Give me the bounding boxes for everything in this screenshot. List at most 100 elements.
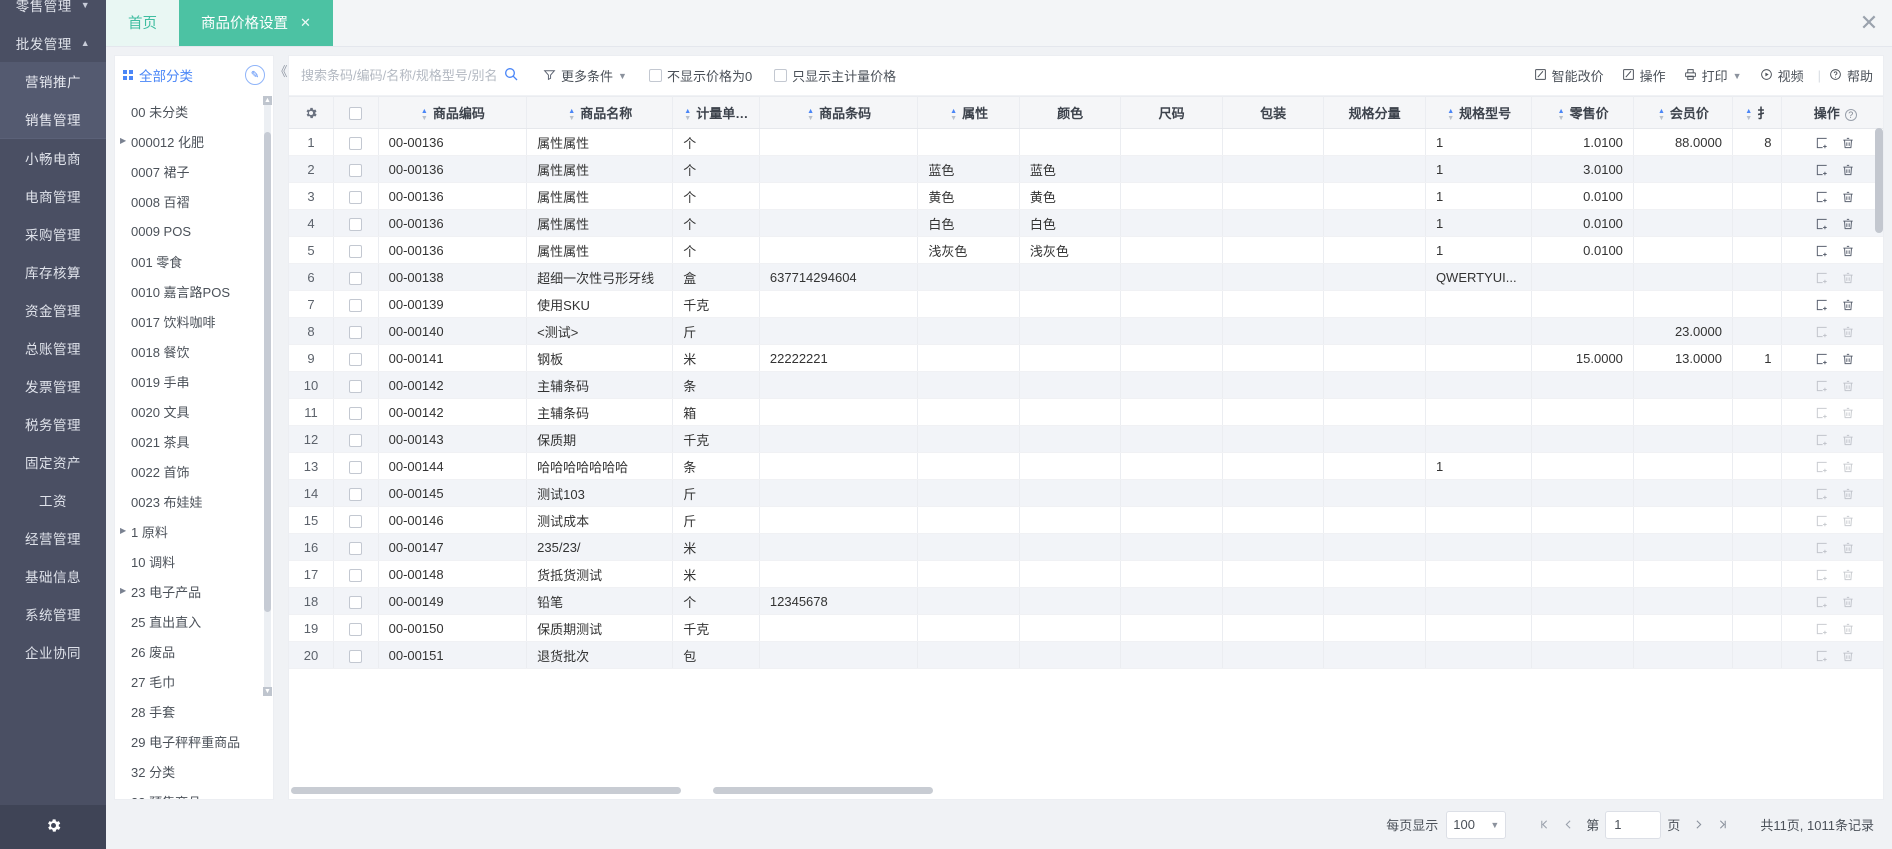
row-checkbox[interactable]: [333, 533, 379, 561]
row-actions[interactable]: [1781, 506, 1883, 534]
row-checkbox[interactable]: [333, 344, 379, 372]
edit-row-button[interactable]: [1809, 647, 1835, 662]
scrollbar-thumb[interactable]: [264, 132, 271, 612]
sort-icon[interactable]: ▲ ▼: [420, 107, 428, 122]
column-header-ops[interactable]: 操作?: [1781, 96, 1883, 129]
row-actions[interactable]: [1781, 587, 1883, 615]
column-settings-button[interactable]: [289, 96, 335, 129]
edit-row-button[interactable]: [1809, 512, 1835, 527]
row-checkbox[interactable]: [333, 398, 379, 426]
table-vertical-scrollbar[interactable]: [1875, 128, 1883, 777]
edit-row-button[interactable]: [1809, 242, 1835, 257]
table-row[interactable]: 20 00-00151 退货批次包: [289, 641, 1883, 669]
row-actions[interactable]: [1781, 317, 1883, 345]
edit-row-button[interactable]: [1809, 458, 1835, 473]
category-item[interactable]: ▶ 000012 化肥: [115, 126, 273, 156]
edit-icon[interactable]: ✎: [245, 65, 265, 85]
column-header-color[interactable]: 颜色: [1019, 96, 1122, 129]
row-checkbox[interactable]: [333, 506, 379, 534]
delete-row-button[interactable]: [1835, 458, 1861, 473]
table-row[interactable]: 11 00-00142 主辅条码箱: [289, 398, 1883, 426]
checkbox-icon[interactable]: [349, 325, 363, 339]
category-item[interactable]: ▶0010 嘉言路POS: [115, 276, 273, 306]
checkbox-icon[interactable]: [349, 271, 363, 285]
row-actions[interactable]: [1781, 209, 1883, 237]
row-checkbox[interactable]: [333, 371, 379, 399]
delete-row-button[interactable]: [1835, 404, 1861, 419]
category-item[interactable]: ▶29 电子秤秤重商品: [115, 726, 273, 756]
row-actions[interactable]: [1781, 614, 1883, 642]
sidebar-item-11[interactable]: 税务管理: [0, 405, 106, 443]
edit-row-button[interactable]: [1809, 539, 1835, 554]
table-row[interactable]: 1 00-00136 属性属性个 1 1.0100 88.0000 8: [289, 128, 1883, 156]
delete-row-button[interactable]: [1835, 539, 1861, 554]
search-input[interactable]: [299, 66, 503, 84]
edit-row-button[interactable]: [1809, 566, 1835, 581]
delete-row-button[interactable]: [1835, 485, 1861, 500]
delete-row-button[interactable]: [1835, 134, 1861, 149]
table-row[interactable]: 16 00-00147 235/23/米: [289, 533, 1883, 561]
row-actions[interactable]: [1781, 290, 1883, 318]
sort-icon[interactable]: ▲ ▼: [1745, 107, 1753, 122]
category-item[interactable]: ▶25 直出直入: [115, 606, 273, 636]
video-button[interactable]: 视频: [1760, 66, 1804, 85]
sidebar-settings-button[interactable]: [0, 805, 106, 849]
checkbox-icon[interactable]: [349, 568, 363, 582]
row-checkbox[interactable]: [333, 587, 379, 615]
checkbox-icon[interactable]: [349, 460, 363, 474]
smart-price-button[interactable]: 智能改价: [1534, 66, 1604, 85]
checkbox-icon[interactable]: [349, 298, 363, 312]
delete-row-button[interactable]: [1835, 566, 1861, 581]
row-actions[interactable]: [1781, 533, 1883, 561]
checkbox-icon[interactable]: [774, 69, 788, 82]
sidebar-item-2[interactable]: 营销推广: [0, 62, 106, 100]
sort-icon[interactable]: ▲ ▼: [950, 107, 958, 122]
row-actions[interactable]: [1781, 425, 1883, 453]
table-row[interactable]: 3 00-00136 属性属性个 黄色 黄色 1 0.0100: [289, 182, 1883, 210]
category-item[interactable]: ▶001 零食: [115, 246, 273, 276]
collapse-panel-button[interactable]: 《: [274, 47, 288, 800]
page-number-input[interactable]: 1: [1605, 810, 1662, 839]
row-checkbox[interactable]: [333, 560, 379, 588]
category-item[interactable]: ▶0008 百褶: [115, 186, 273, 216]
table-scroll-container[interactable]: ▲ ▼ 商品编码 ▲ ▼ 商品名称 ▲ ▼ 计量单位... ▲ ▼ 商品条码 ▲ ▼ 属性 颜色 尺码 包装 规格分…: [289, 96, 1883, 799]
next-page-button[interactable]: [1686, 811, 1710, 839]
only-main-unit-price-checkbox[interactable]: 只显示主计量价格: [774, 66, 896, 85]
checkbox-icon[interactable]: [349, 514, 363, 528]
expand-arrow-icon[interactable]: ▶: [120, 586, 127, 595]
edit-row-button[interactable]: [1809, 269, 1835, 284]
expand-arrow-icon[interactable]: ▶: [120, 136, 127, 145]
category-item[interactable]: ▶0017 饮料咖啡: [115, 306, 273, 336]
search-box[interactable]: [293, 61, 521, 91]
tab-product-price-settings[interactable]: 商品价格设置 ✕: [179, 0, 333, 46]
select-all-header[interactable]: [333, 96, 379, 129]
row-checkbox[interactable]: [333, 479, 379, 507]
checkbox-icon[interactable]: [349, 595, 363, 609]
table-row[interactable]: 7 00-00139 使用SKU 千克: [289, 290, 1883, 318]
edit-row-button[interactable]: [1809, 593, 1835, 608]
category-item[interactable]: ▶0018 餐饮: [115, 336, 273, 366]
table-row[interactable]: 9 00-00141 钢板米 22222221 15.0000 13.0000 1: [289, 344, 1883, 372]
search-icon[interactable]: [503, 66, 521, 84]
table-row[interactable]: 6 00-00138 超细一次性弓形牙线盒 637714294604 QWERTYUI.…: [289, 263, 1883, 291]
table-row[interactable]: 8 00-00140 <测试> 斤 23.0000: [289, 317, 1883, 345]
column-header-barcode[interactable]: ▲ ▼ 商品条码: [759, 96, 919, 129]
scrollbar-thumb-secondary[interactable]: [713, 787, 933, 794]
sidebar-item-3[interactable]: 销售管理: [0, 100, 106, 138]
edit-row-button[interactable]: [1809, 296, 1835, 311]
row-checkbox[interactable]: [333, 263, 379, 291]
tab-home[interactable]: 首页: [106, 0, 179, 46]
row-checkbox[interactable]: [333, 128, 379, 156]
sidebar-item-4[interactable]: 小畅电商: [0, 139, 106, 177]
checkbox-icon[interactable]: [349, 406, 363, 420]
table-row[interactable]: 19 00-00150 保质期测试 千克: [289, 614, 1883, 642]
checkbox-icon[interactable]: [349, 379, 363, 393]
row-checkbox[interactable]: [333, 236, 379, 264]
category-item[interactable]: ▶0009 POS: [115, 216, 273, 246]
table-row[interactable]: 18 00-00149 铅笔个 12345678: [289, 587, 1883, 615]
column-header-extra[interactable]: ▲ ▼ 扌: [1732, 96, 1783, 129]
category-title[interactable]: 全部分类: [139, 69, 193, 84]
delete-row-button[interactable]: [1835, 269, 1861, 284]
delete-row-button[interactable]: [1835, 188, 1861, 203]
category-item[interactable]: ▶ 23 电子产品: [115, 576, 273, 606]
